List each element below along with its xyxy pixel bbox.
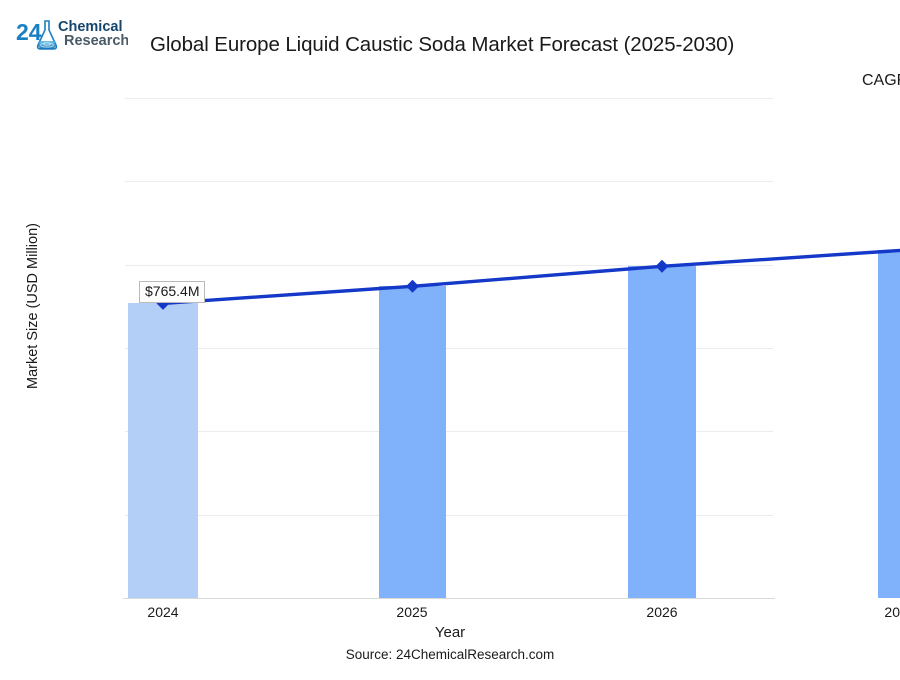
bar-2026[interactable] — [628, 266, 696, 598]
chart-title: Global Europe Liquid Caustic Soda Market… — [150, 33, 735, 56]
x-axis-line — [123, 598, 775, 599]
logo-icon: 24 Chemical Research — [16, 19, 128, 50]
gridline — [125, 515, 773, 516]
bar-series — [125, 98, 900, 598]
gridline — [125, 181, 773, 182]
svg-text:Research: Research — [64, 33, 128, 49]
legend-cagr-label: CAGR — [862, 72, 900, 89]
x-tick-2027: 2027 — [884, 604, 900, 620]
x-tick-2024: 2024 — [147, 604, 179, 620]
gridline — [125, 348, 773, 349]
x-tick-2026: 2026 — [646, 604, 678, 620]
data-label-2024: $765.4M — [139, 281, 206, 304]
source-caption: Source: 24ChemicalResearch.com — [345, 647, 555, 662]
gridline — [125, 431, 773, 432]
svg-text:24: 24 — [16, 19, 42, 45]
bar-2027[interactable] — [877, 249, 900, 598]
y-axis-title: Market Size (USD Million) — [25, 223, 41, 389]
bar-2025[interactable] — [379, 286, 446, 598]
gridline — [125, 98, 773, 99]
x-axis-title: Year — [434, 624, 466, 641]
brand-logo: 24 Chemical Research — [16, 14, 128, 54]
svg-text:Chemical: Chemical — [58, 19, 122, 35]
x-tick-2025: 2025 — [396, 604, 428, 620]
bar-2024[interactable] — [128, 303, 198, 598]
